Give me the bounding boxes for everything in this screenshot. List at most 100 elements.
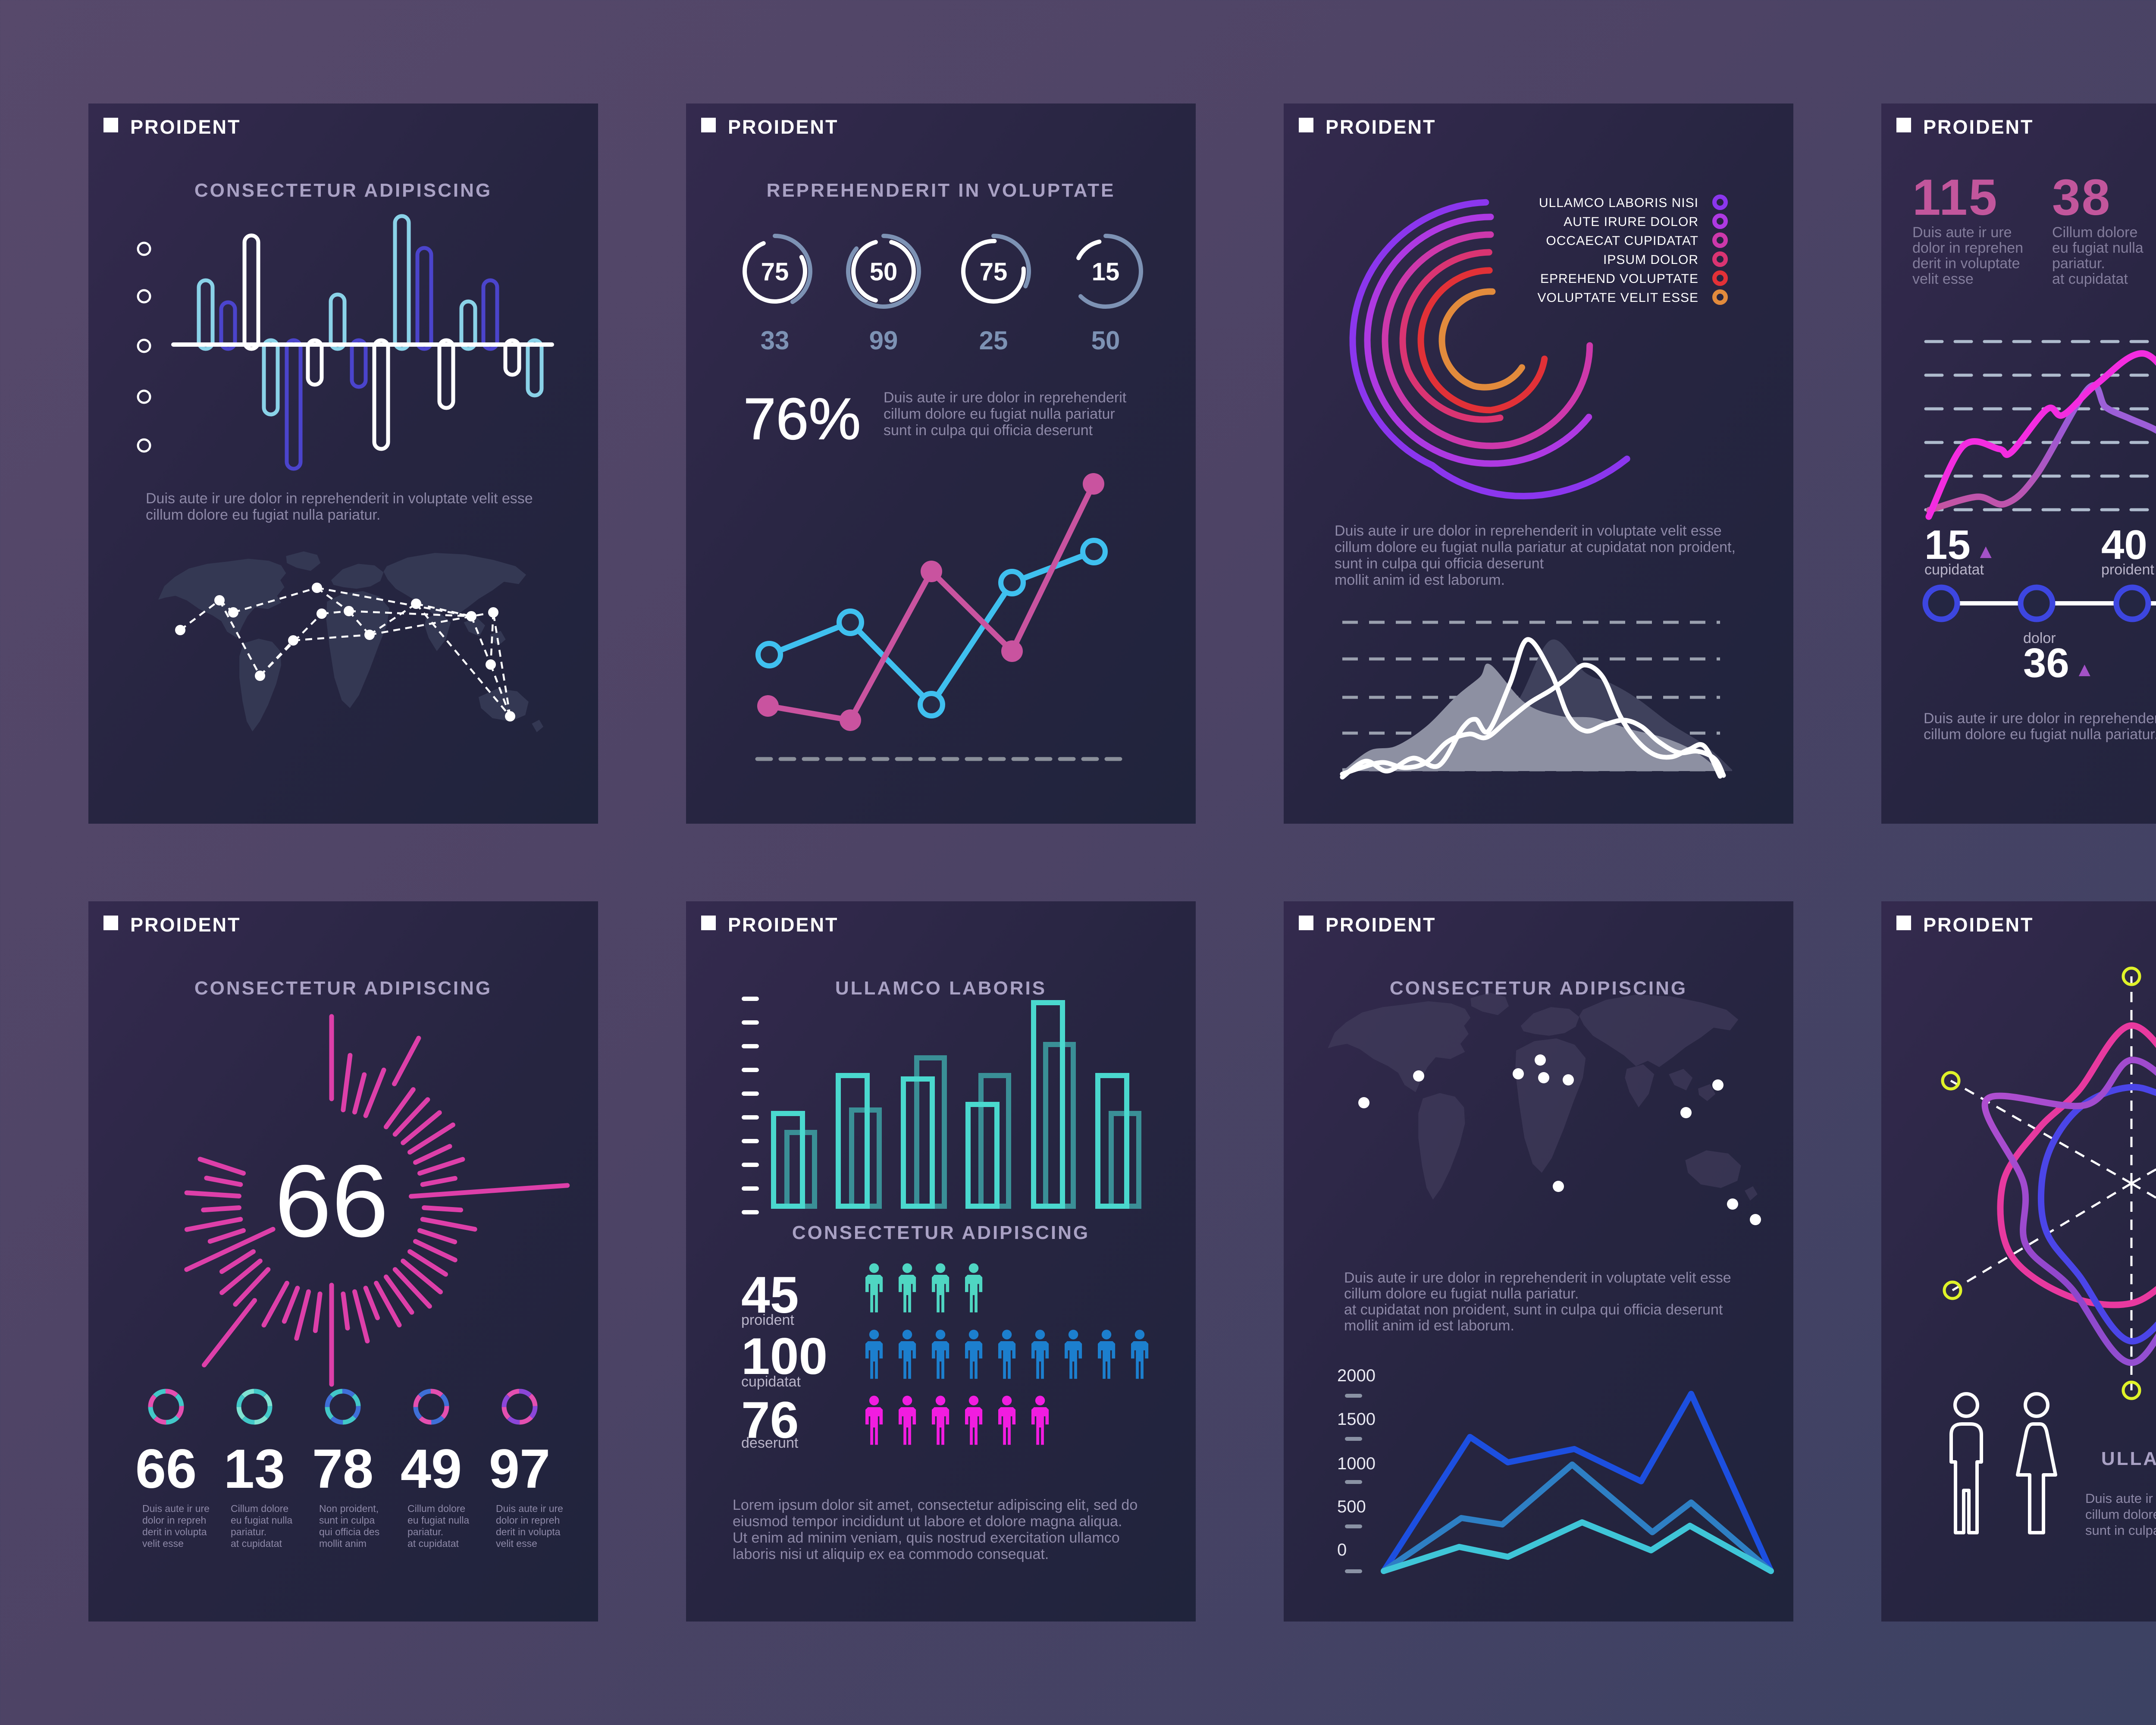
svg-text:OCCAECAT CUPIDATAT: OCCAECAT CUPIDATAT [1546,234,1698,248]
svg-text:Cillum dolore: Cillum dolore [231,1503,288,1514]
svg-text:ULLAMCO LABORIS: ULLAMCO LABORIS [835,978,1047,999]
svg-text:13: 13 [224,1438,285,1500]
svg-text:CONSECTETUR ADIPISCING: CONSECTETUR ADIPISCING [792,1222,1090,1243]
svg-text:Cillum dolore: Cillum dolore [2052,224,2137,241]
svg-text:derit in volupta: derit in volupta [496,1526,561,1537]
svg-text:eu fugiat nulla: eu fugiat nulla [407,1515,469,1526]
svg-text:cupidatat: cupidatat [741,1374,801,1390]
svg-text:eiusmod tempor incididunt ut l: eiusmod tempor incididunt ut labore et d… [733,1513,1122,1530]
svg-text:pariatur.: pariatur. [407,1526,443,1537]
svg-text:mollit anim: mollit anim [319,1538,367,1549]
svg-text:Duis aute ir ure dolor in repr: Duis aute ir ure dolor in reprehenderit … [146,490,533,507]
svg-text:76%: 76% [743,386,861,452]
svg-text:25: 25 [979,326,1008,355]
svg-text:VOLUPTATE VELIT ESSE: VOLUPTATE VELIT ESSE [1538,291,1698,305]
svg-text:0: 0 [1337,1540,1347,1559]
svg-text:derit in volupta: derit in volupta [142,1526,207,1537]
svg-text:ULLAMCO LABORIS: ULLAMCO LABORIS [2101,1448,2156,1469]
svg-text:33: 33 [761,326,790,355]
svg-text:PROIDENT: PROIDENT [130,914,241,936]
svg-text:cillum dolore eu fugiat nulla: cillum dolore eu fugiat nulla pariatur a… [1335,539,1736,555]
svg-text:dolor in repreh: dolor in repreh [496,1515,560,1526]
svg-text:velit esse: velit esse [1912,271,1974,287]
svg-text:at cupidatat: at cupidatat [2052,271,2128,287]
svg-text:sunt in culpa qui officia dese: sunt in culpa qui officia deserunt [1335,555,1544,572]
svg-text:PROIDENT: PROIDENT [1923,116,2034,138]
svg-text:sunt in culpa qui officia dese: sunt in culpa qui officia deserunt [2085,1523,2156,1538]
svg-text:PROIDENT: PROIDENT [1923,914,2034,936]
svg-text:deserunt: deserunt [741,1435,799,1451]
svg-text:Duis aute ir ure dolor in repr: Duis aute ir ure dolor in reprehenderit … [1344,1270,1731,1286]
svg-text:cillum dolore eu fugiat nulla: cillum dolore eu fugiat nulla pariatur. [1344,1286,1579,1302]
svg-text:Ut enim ad minim veniam, quis: Ut enim ad minim veniam, quis nostrud ex… [733,1530,1120,1546]
svg-text:Non proident,: Non proident, [319,1503,379,1514]
svg-text:cillum dolore eu fugiat nulla: cillum dolore eu fugiat nulla pariatur [2085,1507,2156,1522]
svg-text:75: 75 [761,258,789,286]
svg-text:PROIDENT: PROIDENT [728,914,839,936]
svg-text:38: 38 [2052,169,2111,226]
svg-text:1500: 1500 [1337,1410,1376,1429]
svg-text:ULLAMCO LABORIS NISI: ULLAMCO LABORIS NISI [1539,196,1698,210]
svg-text:50: 50 [1091,326,1120,355]
svg-text:CONSECTETUR ADIPISCING: CONSECTETUR ADIPISCING [194,180,492,201]
svg-text:2000: 2000 [1337,1366,1376,1385]
svg-text:PROIDENT: PROIDENT [728,116,839,138]
svg-text:sunt in culpa qui officia dese: sunt in culpa qui officia deserunt [884,422,1093,439]
svg-text:mollit anim id est laborum.: mollit anim id est laborum. [1344,1317,1514,1334]
svg-text:Duis aute ir ure: Duis aute ir ure [142,1503,210,1514]
svg-text:pariatur.: pariatur. [2052,255,2105,272]
svg-text:500: 500 [1337,1497,1366,1516]
svg-text:PROIDENT: PROIDENT [1326,914,1436,936]
svg-text:Duis aute ir ure: Duis aute ir ure [496,1503,563,1514]
svg-text:dolor in reprehen: dolor in reprehen [1912,240,2023,256]
svg-text:100: 100 [741,1327,827,1385]
svg-text:PROIDENT: PROIDENT [130,116,241,138]
svg-text:97: 97 [489,1438,550,1500]
svg-text:AUTE IRURE DOLOR: AUTE IRURE DOLOR [1564,215,1698,229]
svg-text:115: 115 [1912,169,1998,226]
svg-text:eu fugiat nulla: eu fugiat nulla [2052,240,2143,256]
svg-text:50: 50 [870,258,898,286]
svg-text:qui officia des: qui officia des [319,1526,379,1537]
svg-text:49: 49 [401,1438,462,1500]
svg-text:dolor: dolor [2023,630,2056,646]
svg-text:Duis aute ir ure dolor in repr: Duis aute ir ure dolor in reprehenderit [884,389,1127,406]
svg-text:proident: proident [2101,561,2154,578]
svg-text:EPREHEND VOLUPTATE: EPREHEND VOLUPTATE [1540,272,1698,286]
svg-text:pariatur.: pariatur. [231,1526,266,1537]
svg-text:at cupidatat: at cupidatat [407,1538,459,1549]
svg-text:proident: proident [741,1312,794,1328]
svg-text:laboris nisi ut aliquip ex ea: laboris nisi ut aliquip ex ea commodo co… [733,1546,1049,1562]
svg-text:Duis aute ir ure dolor in repr: Duis aute ir ure dolor in reprehenderit … [1924,710,2156,727]
svg-text:PROIDENT: PROIDENT [1326,116,1436,138]
svg-text:66: 66 [275,1144,389,1258]
svg-text:Lorem ipsum dolor sit amet, co: Lorem ipsum dolor sit amet, consectetur … [733,1497,1138,1513]
svg-text:Cillum dolore: Cillum dolore [407,1503,465,1514]
svg-text:at cupidatat non proident, sun: at cupidatat non proident, sunt in culpa… [1344,1302,1723,1318]
svg-text:velit esse: velit esse [496,1538,537,1549]
svg-text:dolor in repreh: dolor in repreh [142,1515,206,1526]
svg-text:mollit anim id est laborum.: mollit anim id est laborum. [1335,572,1505,588]
svg-text:velit esse: velit esse [142,1538,184,1549]
svg-text:Duis aute ir ure dolor in repr: Duis aute ir ure dolor in reprehenderit … [1335,523,1722,539]
svg-text:at cupidatat: at cupidatat [231,1538,282,1549]
svg-text:eu fugiat nulla: eu fugiat nulla [231,1515,292,1526]
svg-text:CONSECTETUR ADIPISCING: CONSECTETUR ADIPISCING [194,978,492,999]
svg-text:cupidatat: cupidatat [1924,561,1984,578]
svg-text:cillum dolore eu fugiat nulla: cillum dolore eu fugiat nulla pariatur. [1924,726,2156,743]
svg-text:derit in voluptate: derit in voluptate [1912,255,2020,272]
svg-text:45: 45 [741,1266,799,1324]
svg-text:99: 99 [869,326,898,355]
svg-text:sunt in culpa: sunt in culpa [319,1515,375,1526]
svg-text:Duis aute ir ure dolor in repr: Duis aute ir ure dolor in reprehenderit [2085,1491,2156,1506]
svg-text:66: 66 [135,1438,197,1500]
svg-text:Duis aute ir ure: Duis aute ir ure [1912,224,2012,241]
svg-text:cillum dolore eu fugiat nulla: cillum dolore eu fugiat nulla pariatur. [146,507,380,523]
svg-text:IPSUM DOLOR: IPSUM DOLOR [1603,253,1698,267]
svg-text:78: 78 [312,1438,373,1500]
svg-text:40 ▲: 40 ▲ [2101,522,2156,568]
svg-text:15: 15 [1092,258,1120,286]
svg-text:75: 75 [980,258,1008,286]
svg-text:cillum dolore eu fugiat nulla: cillum dolore eu fugiat nulla pariatur [884,406,1115,422]
svg-text:REPREHENDERIT IN VOLUPTATE: REPREHENDERIT IN VOLUPTATE [767,180,1116,201]
